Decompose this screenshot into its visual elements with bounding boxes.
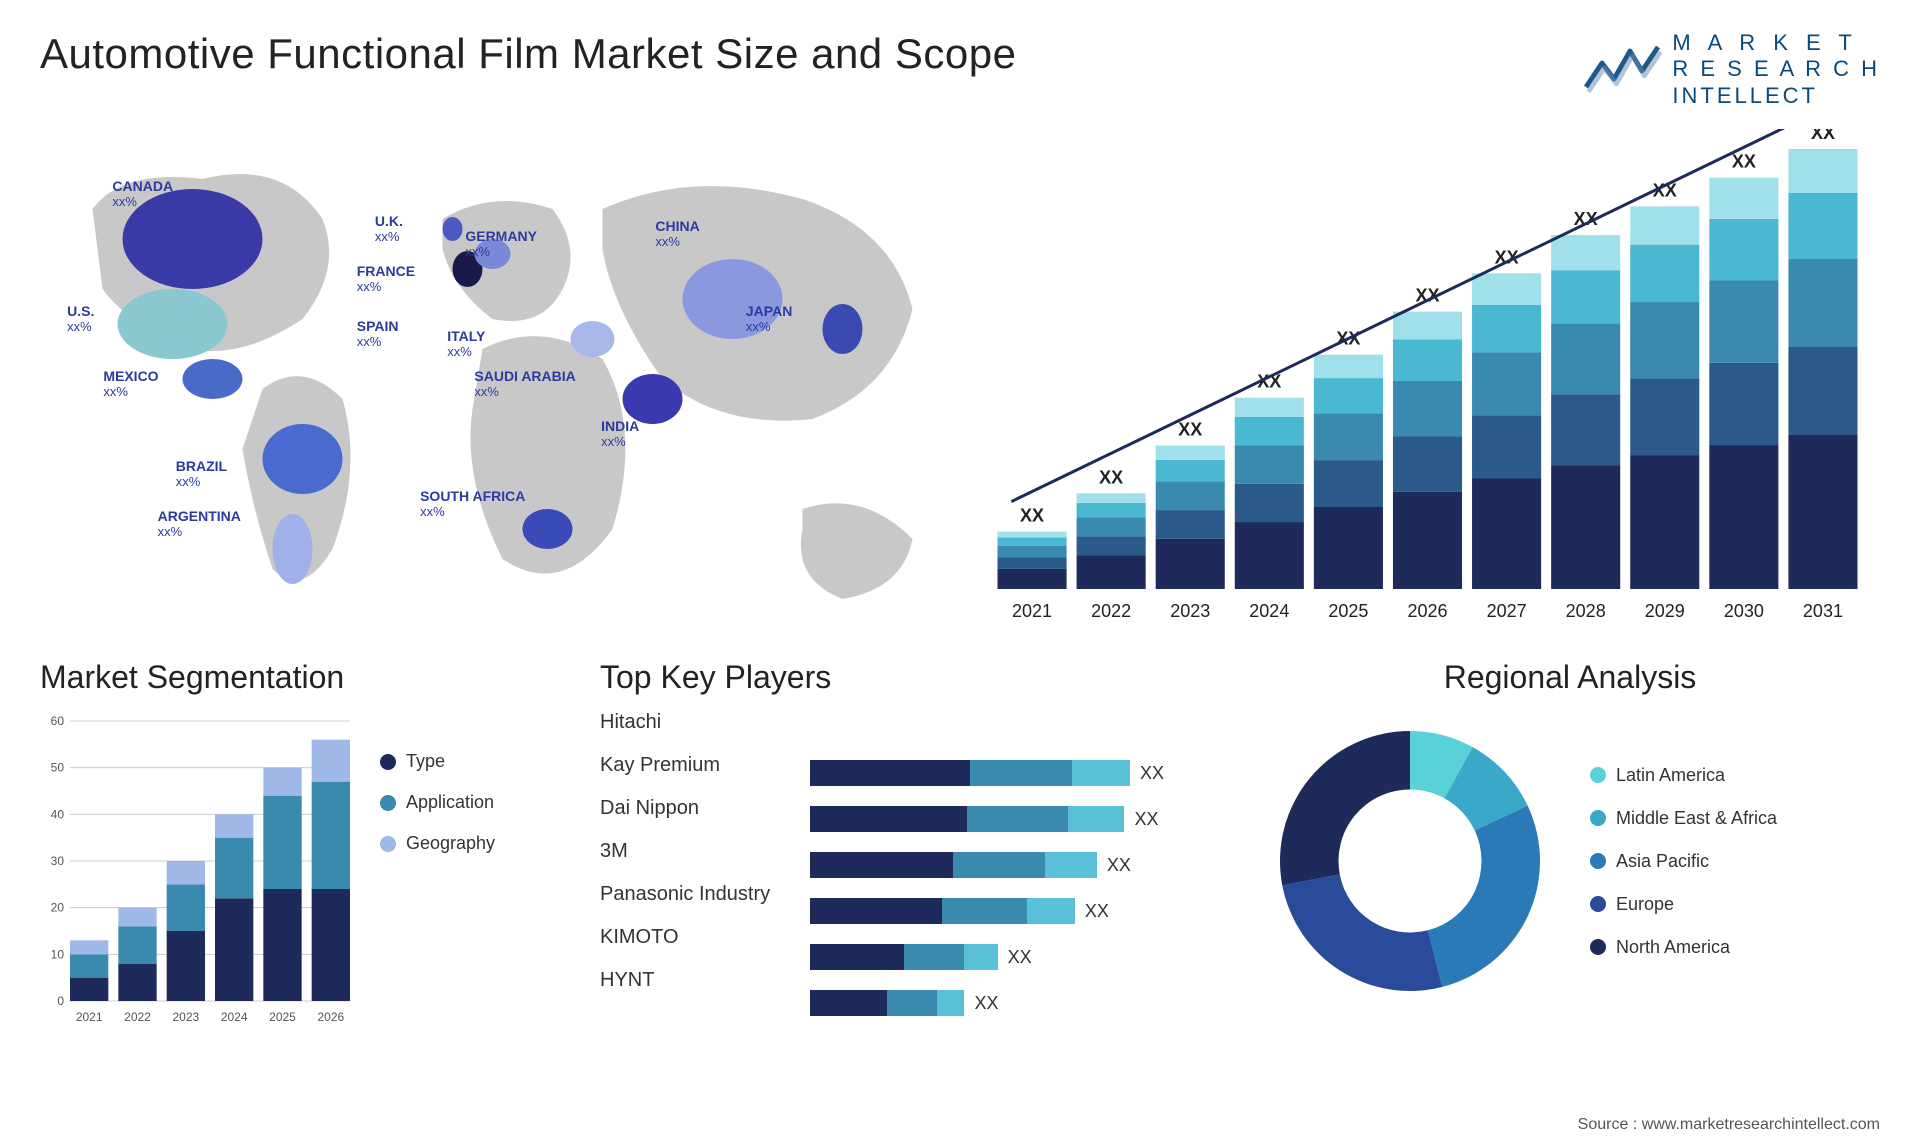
regional-title: Regional Analysis [1260, 659, 1880, 696]
player-bar-row: XX [810, 898, 1220, 924]
regional-panel: Regional Analysis Latin America Middle Ea… [1260, 659, 1880, 1059]
map-country-label: CHINAxx% [655, 219, 699, 249]
segmentation-legend: Type Application Geography [380, 711, 495, 1031]
logo-line3: INTELLECT [1672, 83, 1880, 109]
svg-text:2025: 2025 [1328, 601, 1368, 621]
player-label: 3M [600, 840, 790, 863]
svg-text:2030: 2030 [1724, 601, 1764, 621]
svg-text:XX: XX [1811, 129, 1835, 143]
svg-text:2025: 2025 [269, 1010, 296, 1024]
svg-text:2026: 2026 [1407, 601, 1447, 621]
player-bar-row: XX [810, 944, 1220, 970]
regional-legend-item: Europe [1590, 894, 1777, 915]
svg-text:0: 0 [57, 994, 64, 1008]
segmentation-title: Market Segmentation [40, 659, 560, 696]
map-country-label: ITALYxx% [447, 329, 485, 359]
svg-text:2022: 2022 [124, 1010, 151, 1024]
player-label: Panasonic Industry [600, 883, 790, 906]
map-country-label: U.S.xx% [67, 304, 94, 334]
map-country-label: ARGENTINAxx% [158, 509, 241, 539]
map-country-label: FRANCExx% [357, 264, 415, 294]
svg-text:2027: 2027 [1487, 601, 1527, 621]
svg-text:40: 40 [51, 808, 65, 822]
map-country-label: INDIAxx% [601, 419, 639, 449]
key-players-bars: XX XX XX XX XX XX [810, 711, 1220, 1016]
svg-text:2023: 2023 [1170, 601, 1210, 621]
map-country-label: CANADAxx% [112, 179, 173, 209]
svg-text:60: 60 [51, 714, 65, 728]
regional-legend-item: Middle East & Africa [1590, 808, 1777, 829]
player-label: Dai Nippon [600, 797, 790, 820]
svg-text:2031: 2031 [1803, 601, 1843, 621]
segmentation-legend-item: Type [380, 751, 495, 772]
world-map-panel: CANADAxx% U.S.xx% MEXICOxx% BRAZILxx% ARGENT… [40, 129, 945, 629]
svg-text:20: 20 [51, 901, 65, 915]
regional-legend-item: Asia Pacific [1590, 851, 1777, 872]
svg-text:2026: 2026 [317, 1010, 344, 1024]
logo-line1: M A R K E T [1672, 30, 1880, 56]
player-bar-row: XX [810, 990, 1220, 1016]
svg-text:2023: 2023 [172, 1010, 199, 1024]
svg-text:30: 30 [51, 854, 65, 868]
map-country-label: JAPANxx% [746, 304, 792, 334]
market-size-bar-panel: XX2021XX2022XX2023XX2024XX2025XX2026XX20… [975, 129, 1880, 629]
map-country-label: SOUTH AFRICAxx% [420, 489, 525, 519]
player-bar-row: XX [810, 760, 1220, 786]
svg-text:2021: 2021 [76, 1010, 103, 1024]
regional-legend-item: North America [1590, 937, 1777, 958]
regional-legend-item: Latin America [1590, 765, 1777, 786]
svg-text:2028: 2028 [1566, 601, 1606, 621]
svg-text:2024: 2024 [221, 1010, 248, 1024]
svg-text:2024: 2024 [1249, 601, 1289, 621]
map-country-label: BRAZILxx% [176, 459, 227, 489]
svg-text:XX: XX [1099, 468, 1123, 488]
svg-text:2029: 2029 [1645, 601, 1685, 621]
brand-logo: M A R K E T R E S E A R C H INTELLECT [1582, 30, 1880, 109]
player-bar-row: XX [810, 852, 1220, 878]
svg-text:50: 50 [51, 761, 65, 775]
key-players-panel: Top Key Players Hitachi Kay Premium Dai Ni… [600, 659, 1220, 1059]
map-country-label: U.K.xx% [375, 214, 403, 244]
key-players-title: Top Key Players [600, 659, 1220, 696]
map-country-label: SPAINxx% [357, 319, 399, 349]
svg-text:XX: XX [1178, 420, 1202, 440]
logo-mark-icon [1582, 37, 1662, 102]
logo-line2: R E S E A R C H [1672, 56, 1880, 82]
svg-text:2022: 2022 [1091, 601, 1131, 621]
market-size-bar-chart: XX2021XX2022XX2023XX2024XX2025XX2026XX20… [975, 129, 1880, 629]
map-country-label: GERMANYxx% [465, 229, 537, 259]
player-label: HYNT [600, 969, 790, 992]
segmentation-legend-item: Geography [380, 833, 495, 854]
map-country-label: SAUDI ARABIAxx% [474, 369, 575, 399]
player-label: KIMOTO [600, 926, 790, 949]
source-text: Source : www.marketresearchintellect.com [1578, 1116, 1880, 1134]
svg-text:10: 10 [51, 948, 65, 962]
player-label: Hitachi [600, 711, 790, 734]
player-label: Kay Premium [600, 754, 790, 777]
regional-legend: Latin America Middle East & Africa Asia Pa… [1590, 765, 1777, 958]
segmentation-panel: Market Segmentation 0 10 20 30 40 50 60 2021 202… [40, 659, 560, 1059]
regional-donut-chart [1260, 711, 1560, 1011]
segmentation-bar-chart: 0 10 20 30 40 50 60 2021 2022 2023 2024 2025 2026 [40, 711, 360, 1031]
segmentation-legend-item: Application [380, 792, 495, 813]
page-title: Automotive Functional Film Market Size a… [40, 30, 1016, 78]
player-bar-row [810, 714, 1220, 740]
key-players-labels: Hitachi Kay Premium Dai Nippon 3M Panasonic … [600, 711, 790, 1016]
svg-text:XX: XX [1732, 152, 1756, 172]
map-country-label: MEXICOxx% [103, 369, 158, 399]
svg-text:2021: 2021 [1012, 601, 1052, 621]
svg-text:XX: XX [1020, 506, 1044, 526]
player-bar-row: XX [810, 806, 1220, 832]
